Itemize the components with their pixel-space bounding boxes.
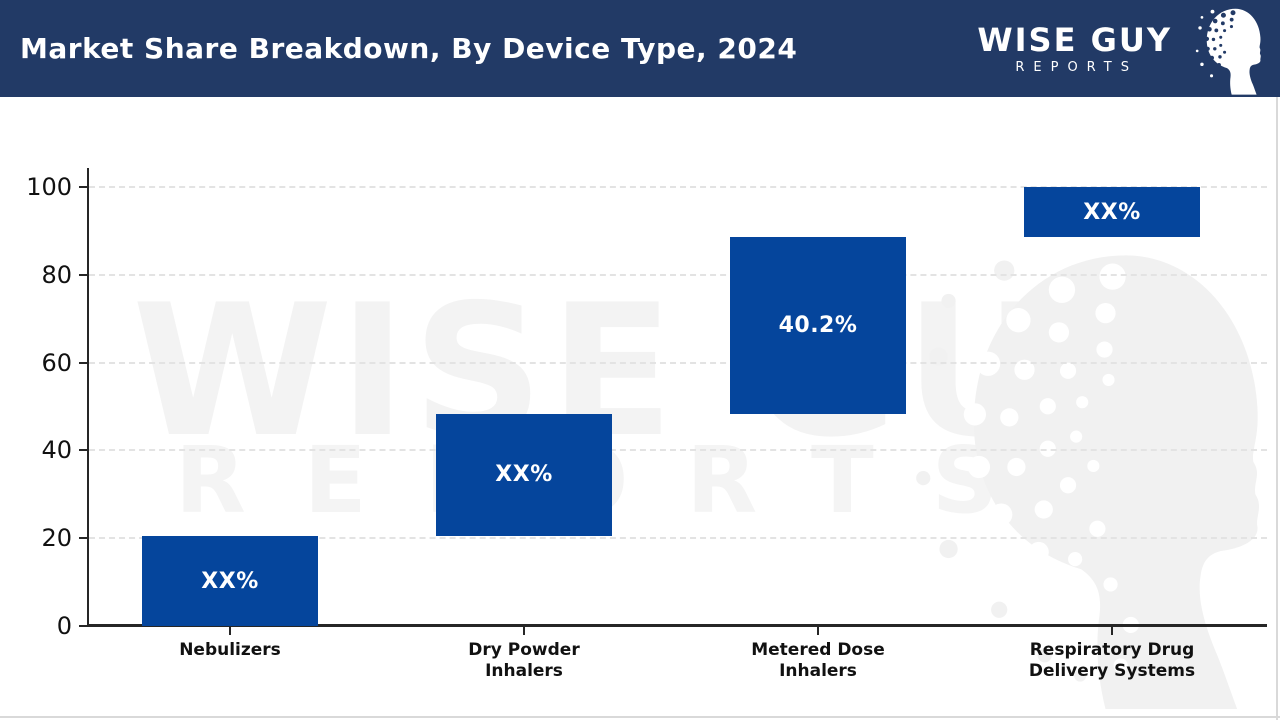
x-tick-mark [817, 627, 819, 635]
y-tick-label: 0 [56, 612, 72, 640]
y-tick-label: 20 [41, 524, 72, 553]
gridline [89, 537, 1267, 540]
y-tick-mark [79, 625, 87, 627]
x-category-label: Nebulizers [179, 640, 281, 660]
bar-value-label: XX% [201, 568, 259, 594]
y-tick-label: 60 [41, 348, 72, 377]
x-axis-line [87, 624, 1267, 627]
y-tick-label: 80 [41, 260, 72, 289]
x-tick-mark [523, 627, 525, 635]
y-tick-mark [79, 186, 87, 188]
logo-head-icon [1195, 8, 1261, 95]
logo-reports-label: REPORTS [1015, 59, 1138, 75]
y-tick-mark [79, 449, 87, 452]
gridline [89, 186, 1267, 188]
x-category-label: Respiratory Drug Delivery Systems [1028, 640, 1196, 682]
watermark-head-icon [916, 255, 1260, 709]
bar-value-label: XX% [1083, 199, 1141, 225]
x-tick-mark [1111, 627, 1113, 635]
y-tick-label: 40 [41, 436, 72, 465]
y-tick-label: 100 [26, 173, 72, 201]
chart-title: Market Share Breakdown, By Device Type, … [20, 32, 798, 65]
bar-segment: XX% [436, 413, 612, 537]
bar-value-label: 40.2% [778, 312, 858, 338]
y-tick-mark [79, 361, 87, 364]
page-bottom-hairline [0, 716, 1280, 718]
header-banner: Market Share Breakdown, By Device Type, … [0, 0, 1280, 97]
bar-segment: XX% [142, 536, 318, 626]
y-tick-mark [79, 273, 87, 276]
gridline [89, 449, 1267, 452]
logo-wiseguy-label: WISE GUY [977, 20, 1172, 59]
y-axis-line [87, 168, 89, 626]
bar-segment: XX% [1024, 187, 1200, 238]
page-right-hairline [1276, 97, 1278, 720]
bar-segment: 40.2% [730, 237, 906, 414]
gridline [89, 361, 1267, 364]
x-tick-mark [229, 627, 231, 635]
logo-text: WISE GUY REPORTS [977, 24, 1172, 74]
bar-value-label: XX% [495, 462, 553, 488]
wise-guy-reports-logo: WISE GUY REPORTS [977, 3, 1280, 95]
y-tick-mark [79, 537, 87, 540]
x-category-label: Dry Powder Inhalers [468, 640, 580, 682]
gridline [89, 273, 1267, 276]
x-category-label: Metered Dose Inhalers [751, 640, 885, 682]
